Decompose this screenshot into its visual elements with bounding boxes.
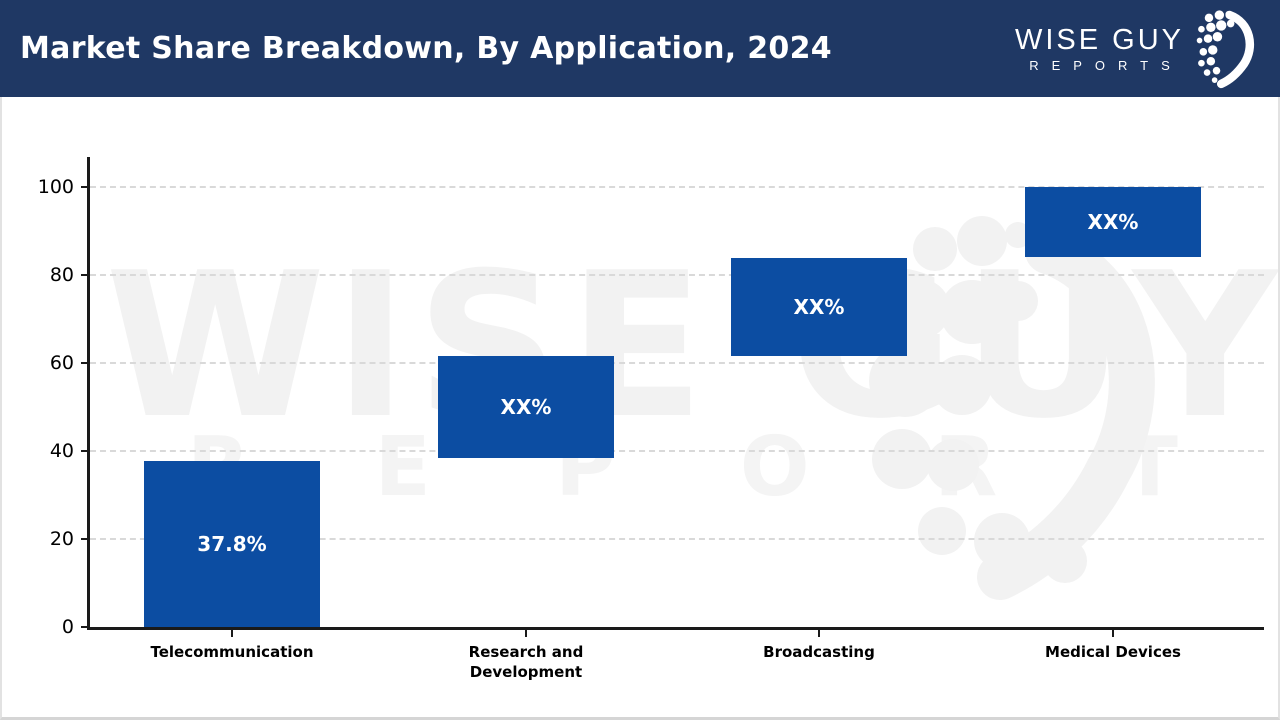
x-tick-mark bbox=[818, 630, 820, 637]
x-tick-label: Medical Devices bbox=[1045, 643, 1181, 661]
bar-research-and-development: XX% bbox=[438, 356, 614, 458]
y-tick-mark bbox=[81, 537, 90, 540]
y-tick-label: 80 bbox=[49, 263, 74, 286]
y-tick-mark bbox=[81, 449, 90, 452]
x-tick-label: Research and Development bbox=[468, 643, 584, 681]
x-tick-mark bbox=[231, 630, 233, 637]
brand-logo: WISE GUY REPORTS bbox=[1015, 9, 1258, 89]
chart-area: WISE GUY R E P O R T S 02040608010037.8%… bbox=[0, 97, 1280, 720]
bar-label: XX% bbox=[1087, 209, 1139, 234]
bar-telecommunication: 37.8% bbox=[144, 460, 320, 627]
gridline-20 bbox=[90, 537, 1264, 540]
page-title: Market Share Breakdown, By Application, … bbox=[20, 31, 832, 66]
header: Market Share Breakdown, By Application, … bbox=[0, 0, 1280, 97]
x-tick-label: Broadcasting bbox=[763, 643, 875, 661]
y-tick-label: 40 bbox=[49, 439, 74, 462]
brand-logo-text: WISE GUY REPORTS bbox=[1014, 23, 1184, 73]
bar-label: XX% bbox=[500, 395, 552, 419]
y-tick-label: 20 bbox=[49, 527, 74, 550]
y-tick-mark bbox=[81, 361, 90, 364]
bar-label: 37.8% bbox=[197, 531, 267, 556]
y-tick-mark bbox=[81, 626, 90, 628]
y-tick-label: 0 bbox=[61, 616, 74, 638]
y-tick-mark bbox=[81, 273, 90, 276]
y-tick-mark bbox=[81, 185, 90, 188]
gridline-60 bbox=[90, 361, 1264, 364]
logo-face-curve bbox=[1216, 10, 1255, 88]
x-axis-line bbox=[87, 627, 1264, 630]
x-tick-label: Telecommunication bbox=[150, 643, 314, 661]
gridline-80 bbox=[90, 273, 1264, 276]
gridline-40 bbox=[90, 449, 1264, 452]
logo-wordmark: WISE GUY bbox=[1014, 23, 1184, 56]
y-tick-label: 100 bbox=[37, 175, 74, 198]
bar-medical-devices: XX% bbox=[1025, 186, 1201, 258]
bar-broadcasting: XX% bbox=[731, 257, 907, 357]
x-tick-mark bbox=[1112, 630, 1114, 637]
bar-label: XX% bbox=[793, 295, 845, 320]
logo-head-icon bbox=[1196, 9, 1255, 88]
logo-subtitle: REPORTS bbox=[1029, 57, 1183, 73]
x-tick-mark bbox=[525, 630, 527, 637]
gridline-100 bbox=[90, 185, 1264, 188]
y-axis-line bbox=[87, 157, 90, 630]
y-tick-label: 60 bbox=[49, 351, 74, 374]
plot: 0 20 40 60 80 100 37.8% Telecommunication XX% Res… bbox=[2, 97, 1278, 717]
